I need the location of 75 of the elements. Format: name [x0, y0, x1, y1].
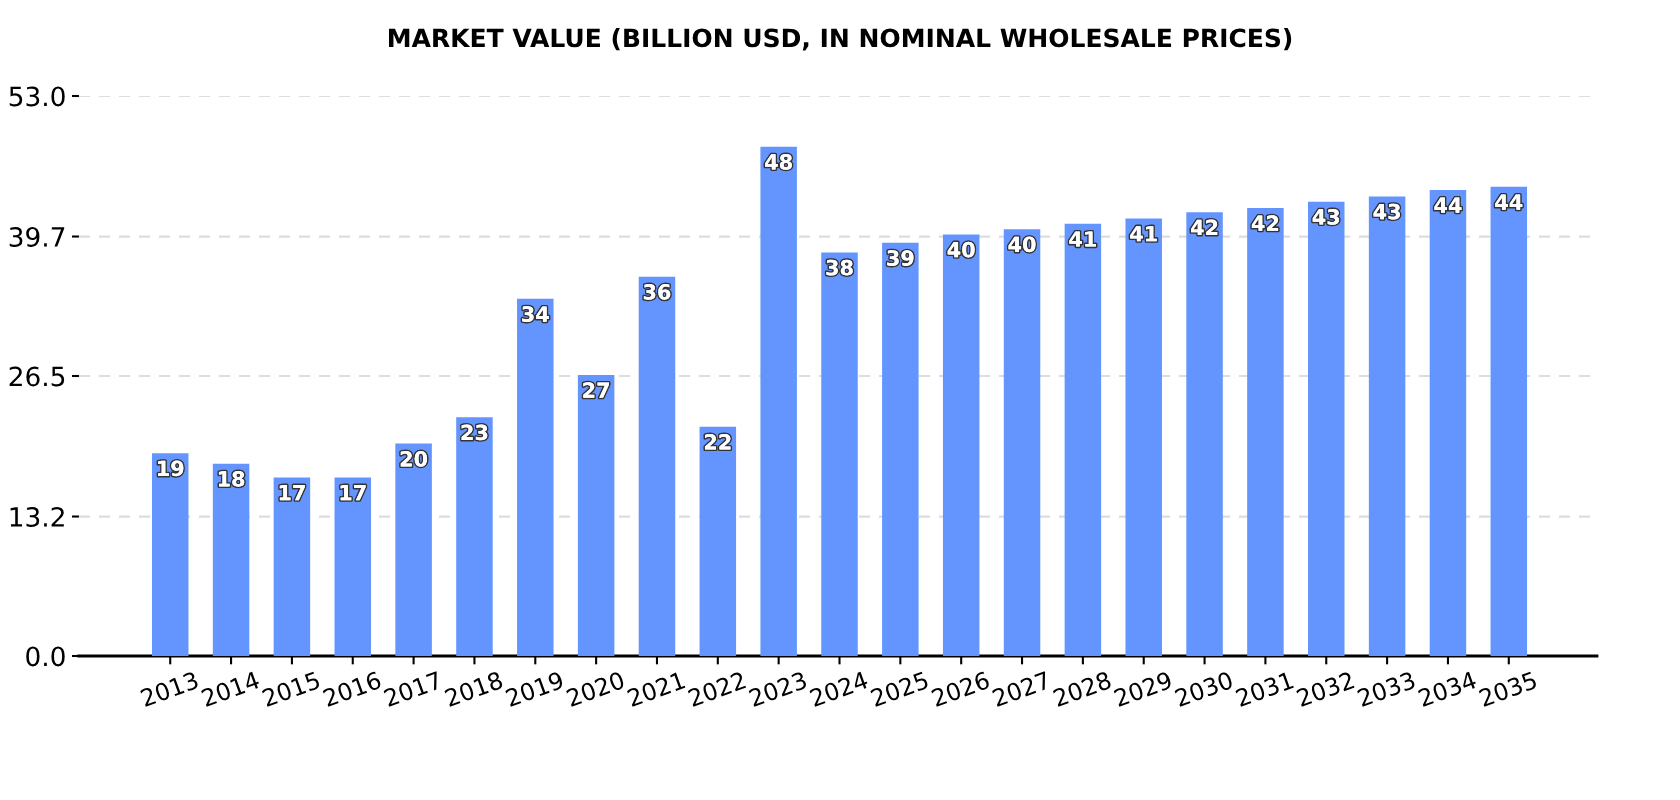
data-label: 44 [1495, 194, 1523, 210]
data-label: 34 [522, 306, 549, 322]
bar [151, 453, 189, 656]
bar [1368, 196, 1406, 656]
data-label: 17 [279, 485, 305, 501]
data-label: 39 [887, 250, 914, 266]
x-tick-label: 2026 [930, 670, 991, 708]
x-tick-label: 2014 [200, 670, 261, 708]
x-tick-label: 2029 [1113, 670, 1173, 708]
y-tick-label: 26.5 [9, 366, 65, 387]
data-label: 18 [218, 471, 245, 487]
bar [699, 426, 737, 656]
x-tick-label: 2027 [991, 670, 1051, 708]
bar [1247, 208, 1284, 656]
x-tick-label: 2019 [504, 670, 565, 708]
data-label: 43 [1312, 208, 1340, 225]
data-label: 43 [1373, 203, 1400, 220]
x-tick-label: 2034 [1417, 670, 1478, 708]
x-tick-label: 2018 [444, 670, 504, 708]
data-label: 19 [158, 460, 184, 477]
x-tick-label: 2028 [1052, 670, 1112, 708]
x-tick-label: 2033 [1356, 670, 1416, 708]
x-tick-label: 2020 [565, 670, 626, 708]
y-tick-label: 39.7 [9, 226, 65, 247]
data-label: 38 [826, 259, 853, 276]
data-label: 17 [340, 485, 366, 501]
x-tick-label: 2030 [1174, 670, 1234, 708]
x-tick-label: 2022 [687, 671, 747, 708]
bar [1064, 223, 1102, 656]
data-label: 48 [765, 154, 792, 170]
y-tick-label: 13.2 [10, 506, 64, 527]
bar [882, 242, 919, 656]
bar [638, 276, 676, 656]
x-tick-label: 2017 [383, 670, 443, 708]
x-tick-label: 2015 [261, 670, 321, 708]
bar [212, 463, 250, 656]
bar [1429, 190, 1467, 656]
bar [1490, 186, 1528, 656]
data-label: 22 [704, 434, 731, 450]
bar [456, 417, 493, 656]
x-tick-label: 2013 [139, 670, 200, 708]
y-tick-label: 53.0 [9, 86, 65, 107]
bar [1186, 212, 1223, 656]
bar [1003, 229, 1041, 656]
data-label: 44 [1434, 197, 1462, 213]
data-label: 42 [1191, 219, 1218, 235]
x-tick-label: 2024 [809, 670, 869, 708]
data-label: 42 [1251, 215, 1279, 231]
bar [273, 477, 311, 656]
data-label: 40 [947, 241, 975, 258]
bar [577, 374, 615, 656]
chart-title: MARKET VALUE (BILLION USD, IN NOMINAL WHOLESALE PRICES) [388, 28, 1292, 51]
bar [760, 146, 797, 656]
data-label: 41 [1069, 231, 1096, 247]
x-tick-label: 2021 [626, 671, 686, 708]
data-label: 20 [400, 450, 428, 467]
bar [334, 477, 372, 656]
x-tick-label: 2031 [1235, 671, 1294, 708]
bar [517, 298, 554, 656]
x-tick-label: 2025 [869, 670, 929, 708]
data-label: 23 [461, 424, 488, 441]
x-tick-label: 2023 [748, 670, 808, 708]
bar [1308, 201, 1345, 656]
data-label: 41 [1130, 226, 1157, 242]
bar [1125, 218, 1162, 656]
x-tick-label: 2016 [322, 670, 382, 708]
bar [942, 234, 980, 656]
y-tick-label: 0.0 [26, 646, 65, 667]
data-label: 36 [643, 283, 671, 300]
bar [395, 443, 432, 656]
x-tick-label: 2032 [1295, 671, 1355, 708]
data-label: 27 [583, 382, 609, 398]
x-tick-label: 2035 [1478, 670, 1538, 708]
data-label: 40 [1008, 236, 1036, 253]
bar [821, 252, 858, 656]
